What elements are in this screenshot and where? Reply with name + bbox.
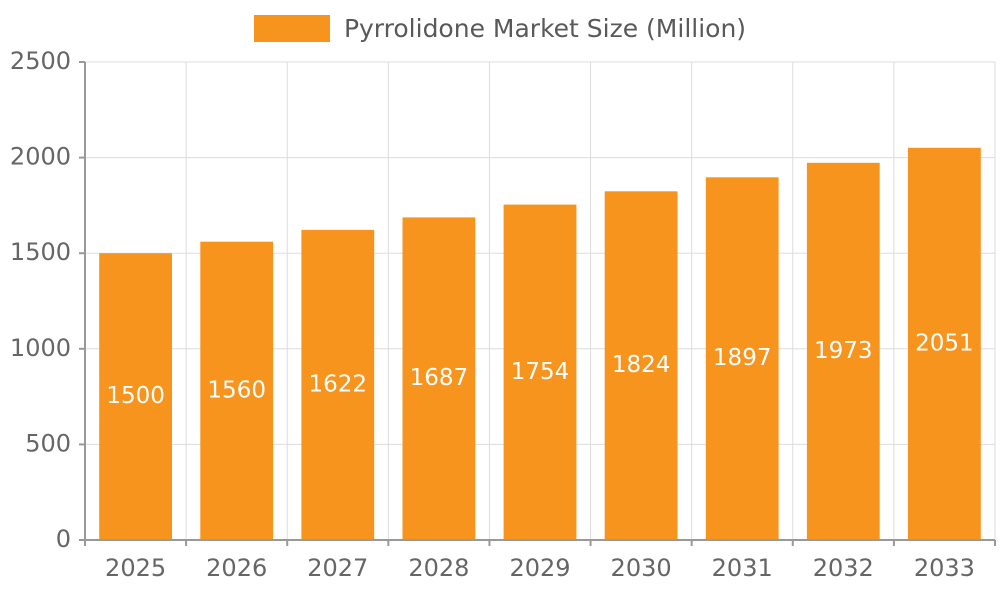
y-tick-label: 2500: [10, 47, 71, 75]
bar: [604, 191, 678, 541]
bar-value-label: 1622: [309, 371, 368, 397]
bar: [705, 177, 779, 541]
x-tick-label: 2033: [914, 554, 975, 582]
x-tick-label: 2025: [105, 554, 166, 582]
bar: [503, 204, 577, 540]
y-tick-label: 500: [25, 429, 71, 457]
bar: [806, 162, 880, 541]
bar-value-label: 2051: [915, 330, 974, 356]
bar-value-label: 1897: [713, 345, 772, 371]
y-tick-label: 1000: [10, 334, 71, 362]
x-tick-label: 2029: [509, 554, 570, 582]
bar-value-label: 1500: [106, 383, 165, 409]
x-tick-label: 2026: [206, 554, 267, 582]
bar-value-label: 1824: [612, 352, 671, 378]
bar-value-label: 1687: [410, 365, 469, 391]
legend-label: Pyrrolidone Market Size (Million): [343, 14, 747, 43]
legend-swatch: [253, 15, 330, 42]
chart-legend[interactable]: Pyrrolidone Market Size (Million): [0, 14, 1000, 43]
x-tick-label: 2027: [307, 554, 368, 582]
x-tick-label: 2031: [712, 554, 773, 582]
bar: [99, 253, 172, 540]
bar: [200, 241, 274, 540]
y-tick-label: 0: [56, 525, 71, 553]
y-tick-label: 1500: [10, 238, 71, 266]
x-tick-label: 2028: [408, 554, 469, 582]
bar: [402, 217, 476, 540]
bar: [301, 229, 375, 540]
bar-value-label: 1754: [511, 359, 570, 385]
bar-value-label: 1560: [207, 377, 266, 403]
x-tick-label: 2032: [813, 554, 874, 582]
x-tick-label: 2030: [611, 554, 672, 582]
bar: [908, 147, 981, 541]
bar-value-label: 1973: [814, 338, 873, 364]
y-tick-label: 2000: [10, 143, 71, 171]
